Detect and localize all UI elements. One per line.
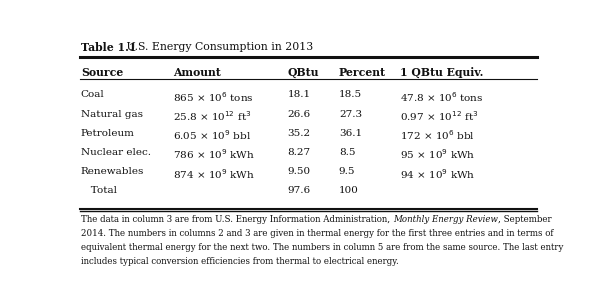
Text: 18.1: 18.1 — [288, 90, 311, 99]
Text: 100: 100 — [339, 186, 359, 195]
Text: 2014. The numbers in columns 2 and 3 are given in thermal energy for the first t: 2014. The numbers in columns 2 and 3 are… — [81, 229, 553, 238]
Text: Percent: Percent — [339, 67, 386, 78]
Text: 97.6: 97.6 — [288, 186, 311, 195]
Text: Amount: Amount — [173, 67, 221, 78]
Text: 94 × 10$^9$ kWh: 94 × 10$^9$ kWh — [400, 167, 475, 181]
Text: 9.50: 9.50 — [288, 167, 311, 176]
Text: 25.8 × 10$^{12}$ ft$^3$: 25.8 × 10$^{12}$ ft$^3$ — [173, 109, 252, 123]
Text: 47.8 × 10$^6$ tons: 47.8 × 10$^6$ tons — [400, 90, 483, 104]
Text: Petroleum: Petroleum — [81, 128, 135, 138]
Text: 865 × 10$^6$ tons: 865 × 10$^6$ tons — [173, 90, 254, 104]
Text: 9.5: 9.5 — [339, 167, 355, 176]
Text: 27.3: 27.3 — [339, 109, 362, 119]
Text: 786 × 10$^9$ kWh: 786 × 10$^9$ kWh — [173, 148, 255, 162]
Text: 95 × 10$^9$ kWh: 95 × 10$^9$ kWh — [400, 148, 475, 162]
Text: 1 QBtu Equiv.: 1 QBtu Equiv. — [400, 67, 483, 78]
Text: Natural gas: Natural gas — [81, 109, 143, 119]
Text: 26.6: 26.6 — [288, 109, 311, 119]
Text: Nuclear elec.: Nuclear elec. — [81, 148, 151, 157]
Text: Table 1.1: Table 1.1 — [81, 42, 136, 53]
Text: equivalent thermal energy for the next two. The numbers in column 5 are from the: equivalent thermal energy for the next t… — [81, 243, 563, 252]
Text: Monthly Energy Review: Monthly Energy Review — [393, 215, 498, 224]
Text: QBtu: QBtu — [288, 67, 319, 78]
Text: 36.1: 36.1 — [339, 128, 362, 138]
Text: includes typical conversion efficiencies from thermal to electrical energy.: includes typical conversion efficiencies… — [81, 257, 399, 266]
Text: U.S. Energy Consumption in 2013: U.S. Energy Consumption in 2013 — [116, 42, 313, 52]
Text: 6.05 × 10$^9$ bbl: 6.05 × 10$^9$ bbl — [173, 128, 252, 142]
Text: 0.97 × 10$^{12}$ ft$^3$: 0.97 × 10$^{12}$ ft$^3$ — [400, 109, 478, 123]
Text: 18.5: 18.5 — [339, 90, 362, 99]
Text: 8.5: 8.5 — [339, 148, 355, 157]
Text: 35.2: 35.2 — [288, 128, 311, 138]
Text: Total: Total — [81, 186, 117, 195]
Text: , September: , September — [498, 215, 551, 224]
Text: The data in column 3 are from U.S. Energy Information Administration,: The data in column 3 are from U.S. Energ… — [81, 215, 393, 224]
Text: 8.27: 8.27 — [288, 148, 311, 157]
Text: Renewables: Renewables — [81, 167, 144, 176]
Text: Coal: Coal — [81, 90, 105, 99]
Text: Source: Source — [81, 67, 123, 78]
Text: 874 × 10$^9$ kWh: 874 × 10$^9$ kWh — [173, 167, 255, 181]
Text: 172 × 10$^6$ bbl: 172 × 10$^6$ bbl — [400, 128, 474, 142]
